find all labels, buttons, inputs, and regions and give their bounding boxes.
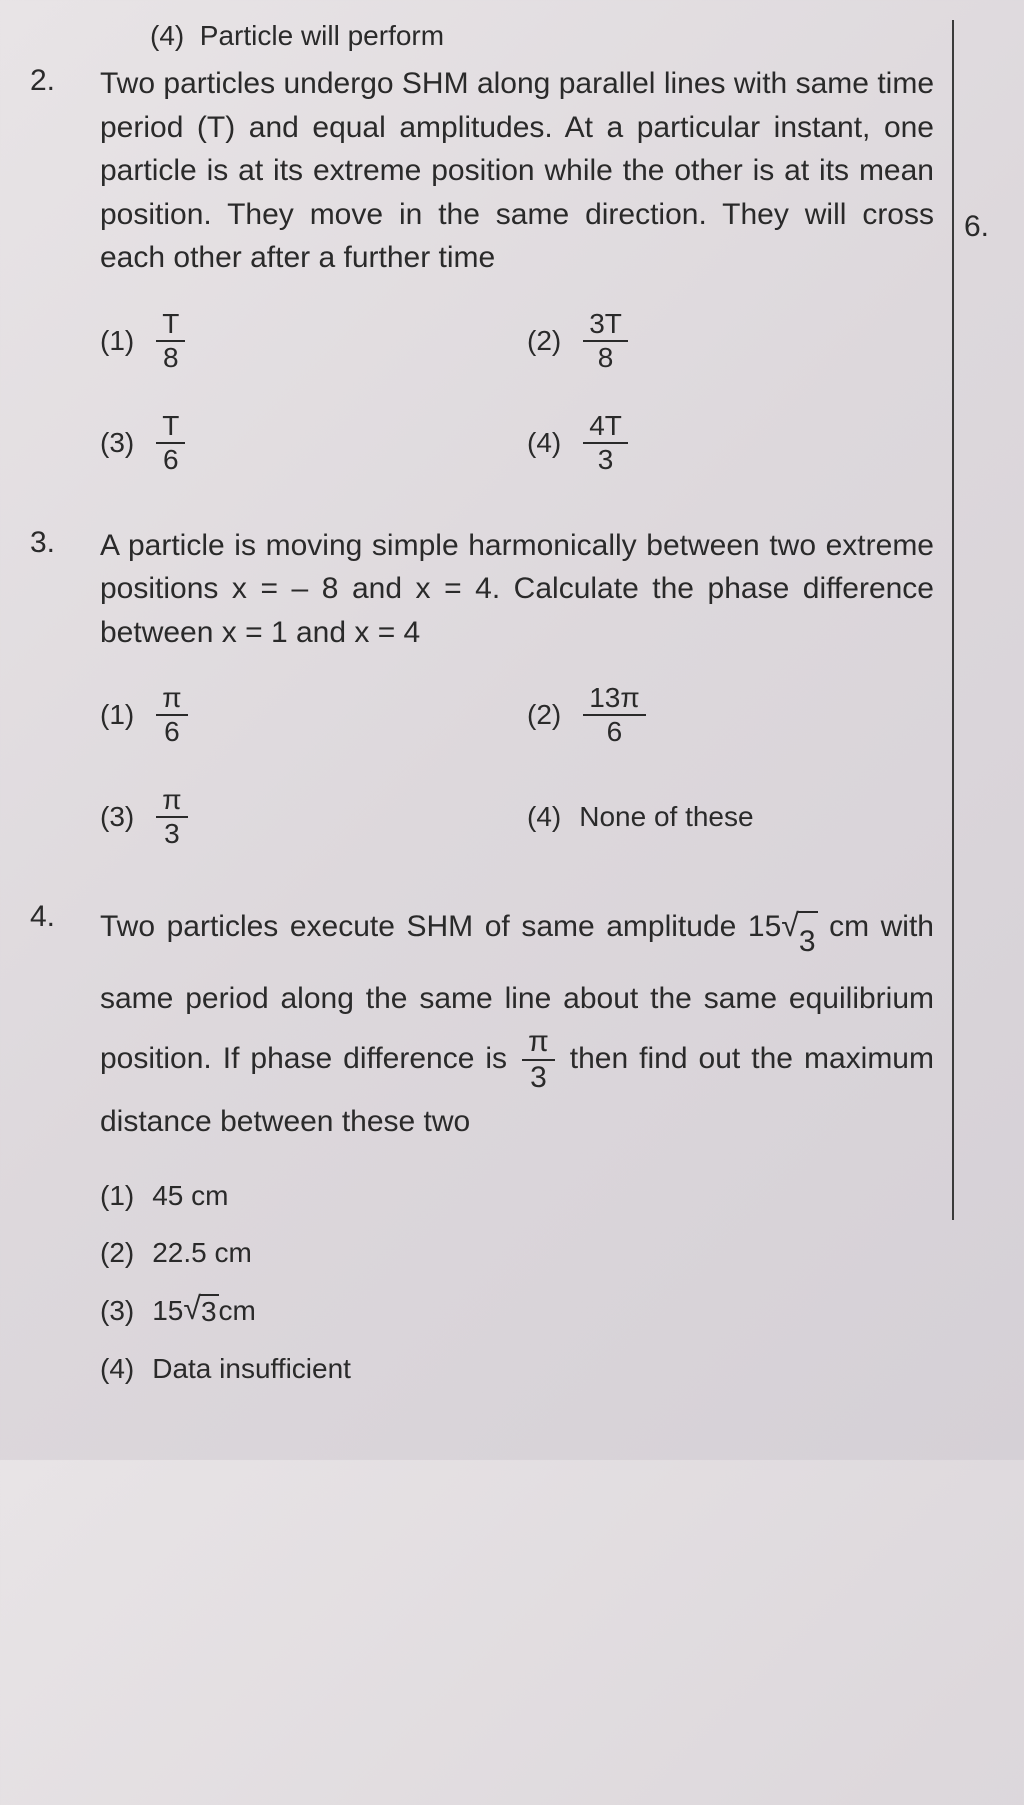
option-label: (3) (100, 427, 134, 459)
numerator: 13π (583, 684, 645, 716)
question-number: 3. (30, 524, 100, 869)
option-2: (2) 13π 6 (527, 684, 934, 746)
option-label: (4) (150, 20, 184, 51)
option-3: (3) π 3 (100, 786, 507, 848)
option-label: (2) (527, 325, 561, 357)
fraction: π3 (522, 1027, 555, 1093)
option-label: (1) (100, 1180, 134, 1212)
option-text: None of these (579, 801, 753, 833)
sqrt-coeff: 15 (152, 1295, 183, 1327)
fraction: 3T 8 (583, 310, 628, 372)
option-label: (1) (100, 699, 134, 731)
option-4: (4) 4T 3 (527, 412, 934, 474)
sqrt-arg: 3 (199, 1294, 219, 1328)
numerator: 4T (583, 412, 628, 444)
numerator: π (156, 684, 187, 716)
question-4: 4. Two particles execute SHM of same amp… (30, 898, 994, 1410)
question-text: Two particles undergo SHM along parallel… (100, 62, 934, 280)
question-number: 4. (30, 898, 100, 1410)
numerator: T (156, 412, 185, 444)
denominator: 3 (158, 818, 186, 848)
option-label: (4) (527, 427, 561, 459)
option-4: (4) Data insufficient (100, 1353, 934, 1385)
numerator: π (156, 786, 187, 818)
fraction: T 8 (156, 310, 185, 372)
options-list: (1) 45 cm (2) 22.5 cm (3) 15√3 cm (4) Da… (100, 1180, 934, 1385)
text-part-1: Two particles execute SHM of same amplit… (100, 910, 748, 943)
option-label: (4) (527, 801, 561, 833)
side-question-number: 6. (964, 210, 989, 244)
question-text: A particle is moving simple harmonically… (100, 524, 934, 655)
numerator: 3T (583, 310, 628, 342)
denominator: 3 (592, 444, 620, 474)
question-3: 3. A particle is moving simple harmonica… (30, 524, 994, 869)
question-body: Two particles execute SHM of same amplit… (100, 898, 934, 1410)
option-label: (1) (100, 325, 134, 357)
option-text: Particle will perform (200, 20, 444, 51)
denominator: 8 (592, 342, 620, 372)
numerator: π (522, 1027, 555, 1061)
sqrt: √3 (781, 911, 817, 970)
question-number: 2. (30, 62, 100, 494)
question-2: 2. Two particles undergo SHM along paral… (30, 62, 994, 494)
partial-previous-option: (4) Particle will perform (150, 20, 994, 52)
option-3: (3) T 6 (100, 412, 507, 474)
option-text: Data insufficient (152, 1353, 351, 1385)
numerator: T (156, 310, 185, 342)
option-4: (4) None of these (527, 786, 934, 848)
denominator: 8 (157, 342, 185, 372)
option-1: (1) π 6 (100, 684, 507, 746)
fraction: 4T 3 (583, 412, 628, 474)
options-grid: (1) T 8 (2) 3T 8 (3) T (100, 310, 934, 474)
question-text: Two particles execute SHM of same amplit… (100, 898, 934, 1150)
fraction: π 6 (156, 684, 187, 746)
denominator: 6 (157, 444, 185, 474)
option-2: (2) 3T 8 (527, 310, 934, 372)
question-body: A particle is moving simple harmonically… (100, 524, 934, 869)
denominator: 6 (158, 716, 186, 746)
fraction: 13π 6 (583, 684, 645, 746)
option-1: (1) T 8 (100, 310, 507, 372)
option-suffix: cm (219, 1295, 256, 1327)
option-1: (1) 45 cm (100, 1180, 934, 1212)
option-2: (2) 22.5 cm (100, 1237, 934, 1269)
fraction: π 3 (156, 786, 187, 848)
sqrt: √3 (183, 1294, 218, 1328)
denominator: 6 (601, 716, 629, 746)
option-label: (4) (100, 1353, 134, 1385)
page-container: 6. (4) Particle will perform 2. Two part… (30, 20, 994, 1410)
option-label: (3) (100, 1295, 134, 1327)
option-text: 22.5 cm (152, 1237, 252, 1269)
fraction: T 6 (156, 412, 185, 474)
option-label: (2) (527, 699, 561, 731)
option-label: (3) (100, 801, 134, 833)
option-text: 45 cm (152, 1180, 228, 1212)
option-label: (2) (100, 1237, 134, 1269)
denominator: 3 (524, 1061, 553, 1093)
sqrt-coeff: 15 (748, 910, 781, 943)
right-divider (952, 20, 954, 1220)
sqrt-arg: 3 (797, 911, 818, 970)
option-3: (3) 15√3 cm (100, 1294, 934, 1328)
question-body: Two particles undergo SHM along parallel… (100, 62, 934, 494)
options-grid: (1) π 6 (2) 13π 6 (3) π (100, 684, 934, 848)
